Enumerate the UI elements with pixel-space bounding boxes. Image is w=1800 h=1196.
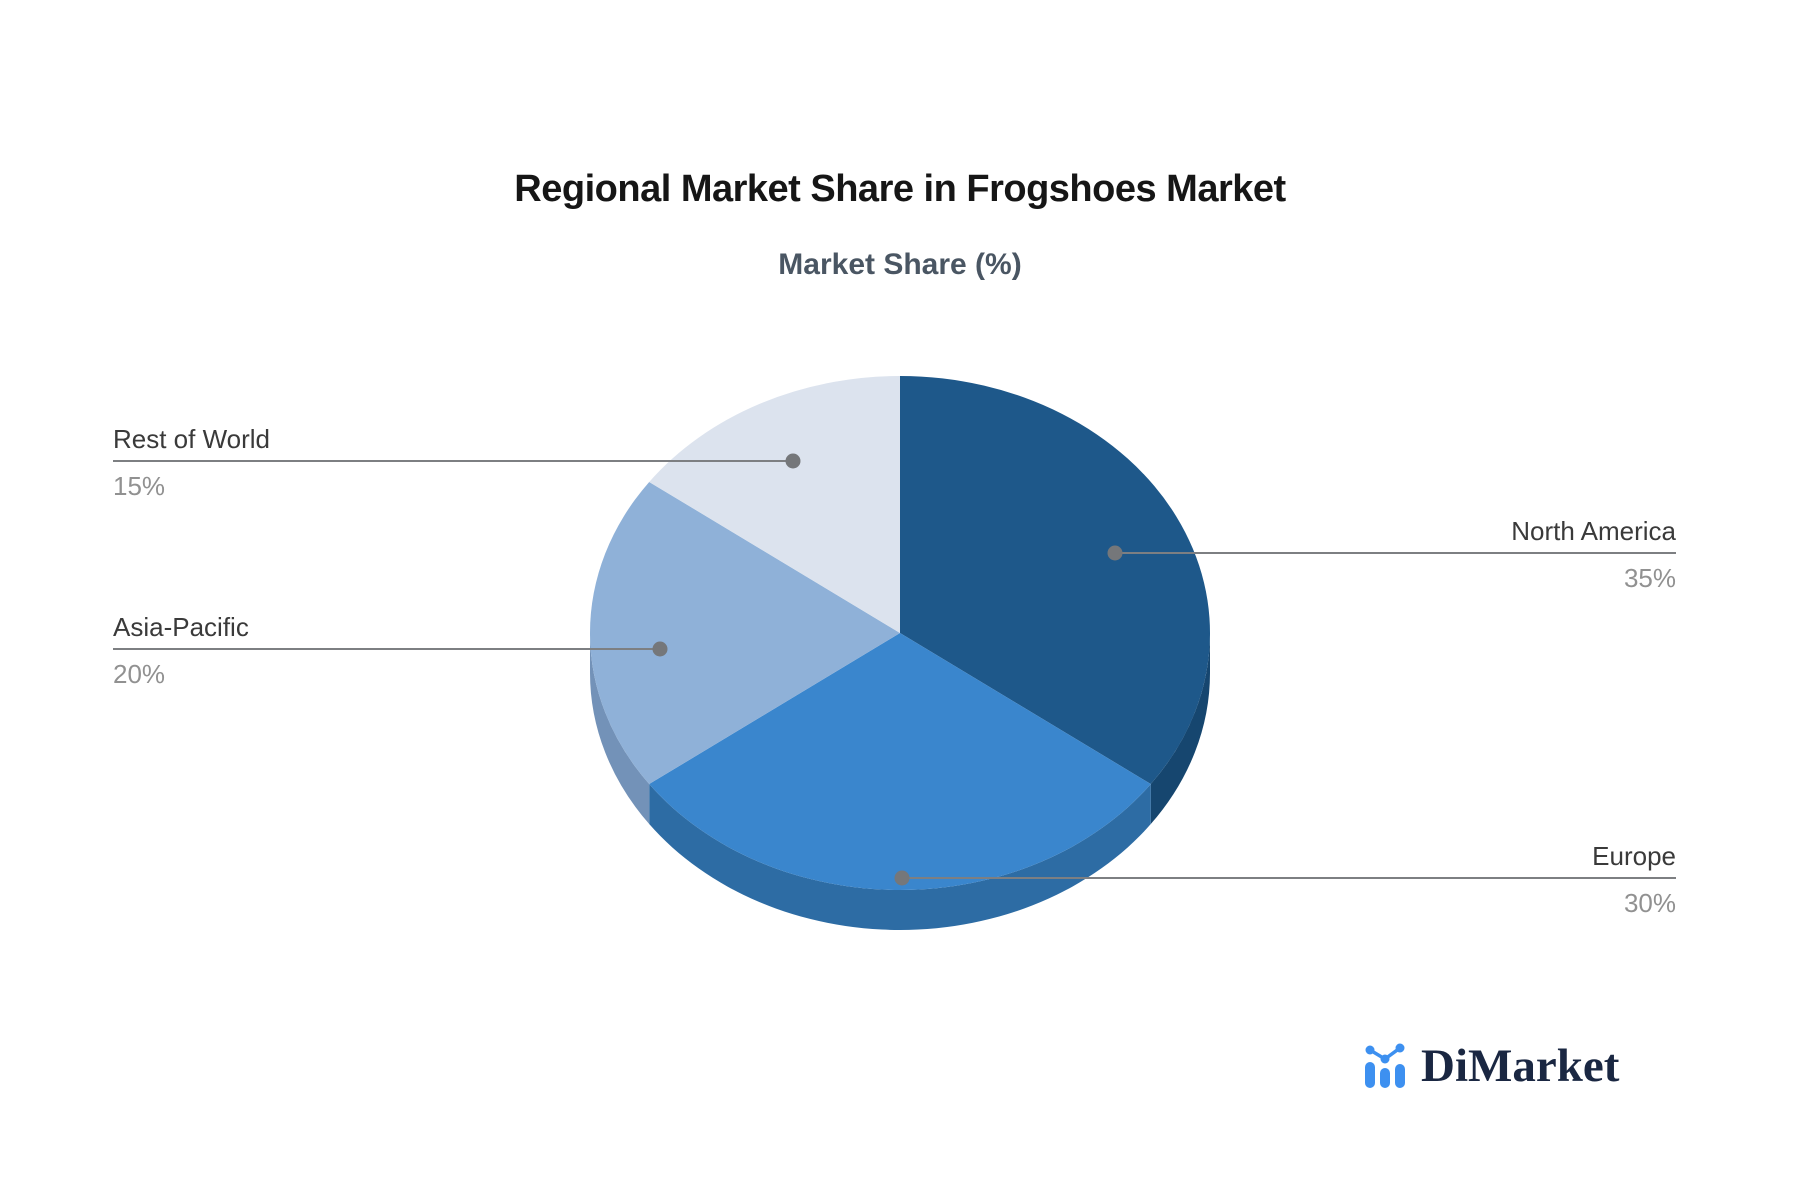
callout-europe: Europe 30%: [1592, 840, 1676, 919]
pie-slice-rest-of-world: [649, 376, 900, 633]
callout-value: 35%: [1623, 563, 1676, 593]
chart-subtitle: Market Share (%): [778, 248, 1022, 281]
pie-slice-side-north-america: [1150, 633, 1210, 825]
leader-dot-asia-pacific: [652, 641, 668, 657]
callout-label: North America: [1511, 516, 1676, 546]
callout-value: 30%: [1623, 888, 1676, 918]
callout-north-america: North America 35%: [1511, 515, 1676, 594]
callout-value: 20%: [113, 659, 166, 689]
callout-value: 15%: [113, 471, 166, 501]
callout-label: Europe: [1592, 841, 1676, 871]
pie-slice-asia-pacific: [590, 481, 900, 785]
bar-line-chart-icon: [1365, 1043, 1405, 1088]
leader-dot-rest-of-world: [785, 453, 801, 469]
brand-logo: DiMarket: [1363, 1040, 1619, 1092]
chart-title: Regional Market Share in Frogshoes Marke…: [514, 168, 1286, 210]
pie-slice-europe: [649, 633, 1151, 890]
leader-dot-north-america: [1107, 545, 1123, 561]
pie-slice-north-america: [900, 376, 1211, 785]
leader-dot-europe: [894, 870, 910, 886]
callout-asia-pacific: Asia-Pacific 20%: [113, 611, 249, 690]
callout-rest-of-world: Rest of World 15%: [113, 423, 270, 502]
callout-label: Rest of World: [113, 424, 271, 454]
callout-label: Asia-Pacific: [113, 612, 249, 642]
brand-name: DiMarket: [1421, 1040, 1620, 1092]
pie-slice-side-europe: [649, 784, 1151, 930]
pie-slice-side-asia-pacific: [590, 633, 650, 825]
